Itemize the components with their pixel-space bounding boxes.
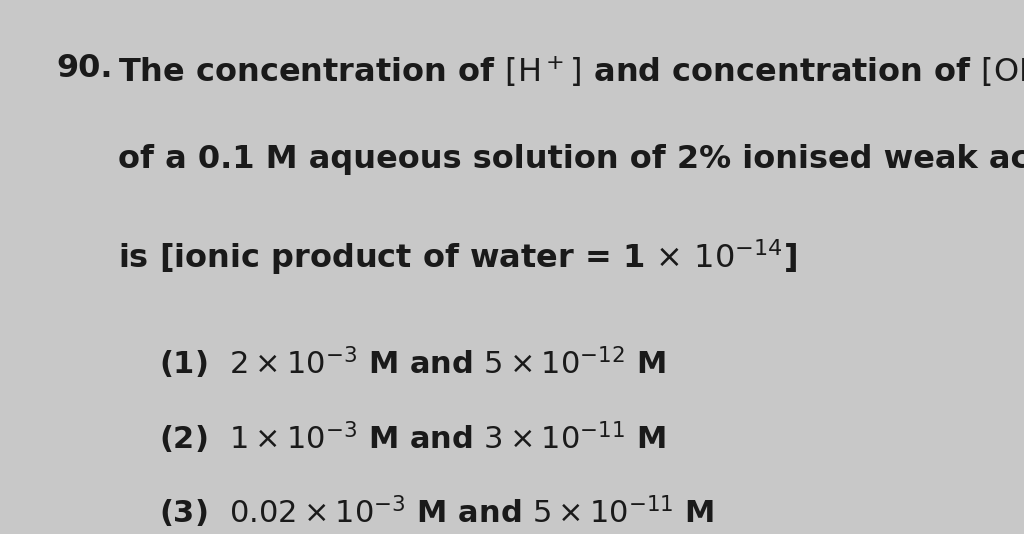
Text: (2)  $1 \times 10^{-3}$ M and $3 \times 10^{-11}$ M: (2) $1 \times 10^{-3}$ M and $3 \times 1… — [159, 419, 666, 456]
Text: (3)  $0.02 \times 10^{-3}$ M and $5 \times 10^{-11}$ M: (3) $0.02 \times 10^{-3}$ M and $5 \time… — [159, 494, 714, 530]
Text: 90.: 90. — [56, 53, 113, 84]
Text: of a 0.1 M aqueous solution of 2% ionised weak acid: of a 0.1 M aqueous solution of 2% ionise… — [118, 144, 1024, 175]
Text: is [ionic product of water = 1 $\times$ $10^{-14}$]: is [ionic product of water = 1 $\times$ … — [118, 238, 797, 277]
Text: (1)  $2 \times 10^{-3}$ M and $5 \times 10^{-12}$ M: (1) $2 \times 10^{-3}$ M and $5 \times 1… — [159, 344, 666, 381]
Text: The concentration of $[\mathrm{H^+}]$ and concentration of $[\mathrm{OH^-}]$: The concentration of $[\mathrm{H^+}]$ an… — [118, 53, 1024, 89]
